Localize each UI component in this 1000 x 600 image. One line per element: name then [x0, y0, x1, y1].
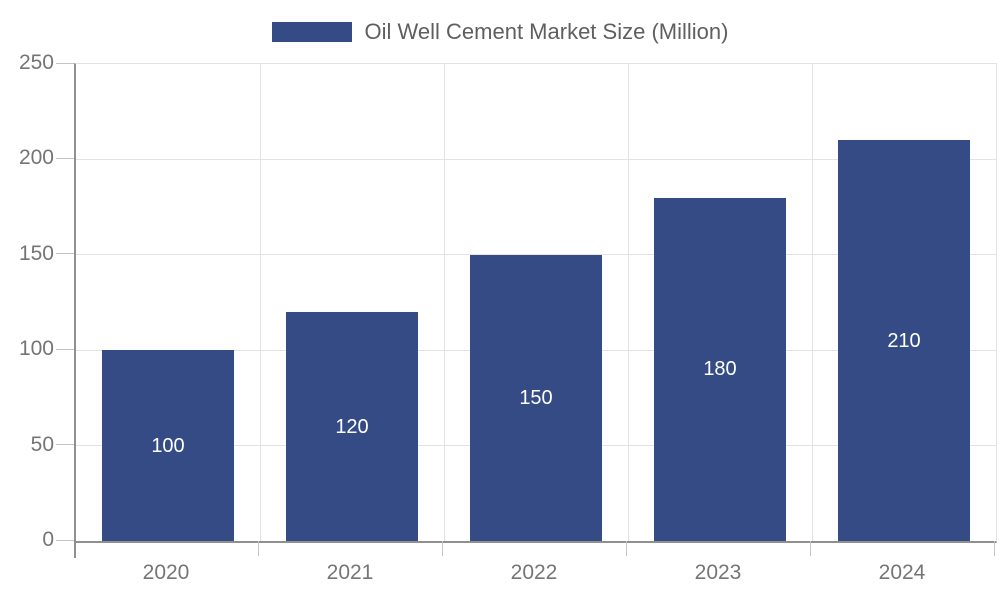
- y-tick-mark: [56, 444, 74, 446]
- gridline-vertical: [259, 64, 261, 541]
- gridline-horizontal: [76, 158, 996, 160]
- x-tick-mark: [993, 541, 995, 556]
- bar-2020[interactable]: 100: [102, 350, 234, 541]
- gridline-vertical: [443, 64, 445, 541]
- x-tick-label: 2024: [878, 561, 926, 584]
- y-tick-label: 100: [18, 337, 54, 361]
- y-tick-mark: [56, 157, 74, 159]
- x-tick-mark: [257, 541, 259, 556]
- x-tick-label: 2023: [694, 561, 742, 584]
- x-tick-mark: [809, 541, 811, 556]
- gridline-horizontal: [76, 254, 996, 256]
- legend[interactable]: Oil Well Cement Market Size (Million): [0, 16, 1000, 48]
- x-tick-mark: [73, 541, 76, 558]
- y-tick-label: 50: [30, 432, 54, 456]
- x-tick-label: 2020: [142, 561, 190, 584]
- bar-value-label: 120: [335, 415, 369, 438]
- y-tick-mark: [56, 253, 74, 255]
- bar-2022[interactable]: 150: [470, 254, 602, 541]
- bar-value-label: 100: [151, 434, 185, 457]
- bar-value-label: 150: [519, 386, 553, 409]
- y-tick-mark: [56, 62, 74, 64]
- bar-value-label: 210: [887, 329, 921, 352]
- y-tick-mark: [56, 348, 74, 350]
- bar-2023[interactable]: 180: [654, 197, 786, 541]
- legend-label: Oil Well Cement Market Size (Million): [364, 19, 729, 44]
- y-tick-label: 250: [18, 51, 54, 74]
- gridline-vertical: [627, 64, 629, 541]
- y-tick-label: 200: [18, 146, 54, 170]
- legend-swatch-icon: [271, 22, 352, 42]
- x-tick-mark: [441, 541, 443, 556]
- gridline-vertical: [811, 64, 813, 541]
- x-tick-label: 2022: [510, 561, 558, 584]
- y-tick-label: 0: [42, 528, 54, 551]
- plot-area: 100 120 150 180 210: [74, 63, 997, 543]
- bar-2021[interactable]: 120: [286, 312, 418, 541]
- bar-value-label: 180: [703, 358, 737, 381]
- y-tick-label: 150: [18, 241, 54, 265]
- y-tick-mark: [56, 539, 74, 541]
- x-tick-mark: [625, 541, 627, 556]
- x-tick-label: 2021: [326, 561, 374, 584]
- bar-2024[interactable]: 210: [838, 140, 970, 541]
